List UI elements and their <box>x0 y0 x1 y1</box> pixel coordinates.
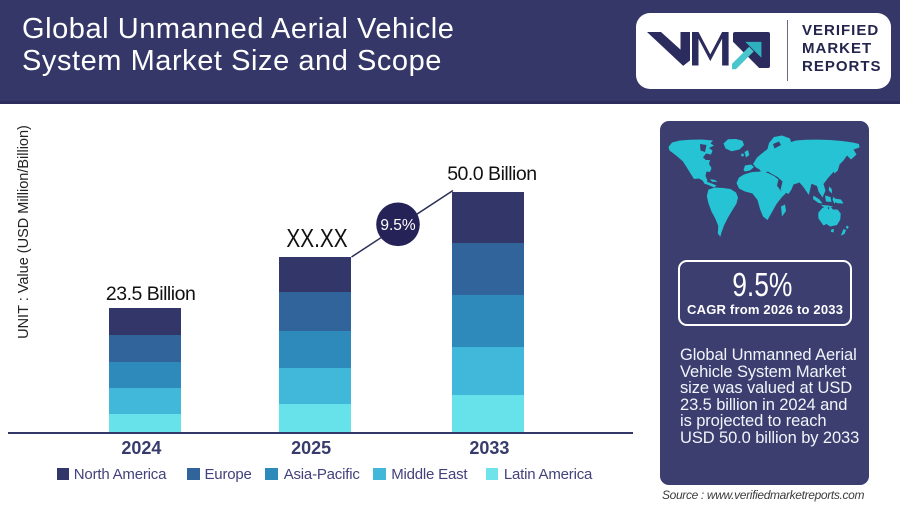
svg-text:9.5%: 9.5% <box>380 217 416 234</box>
